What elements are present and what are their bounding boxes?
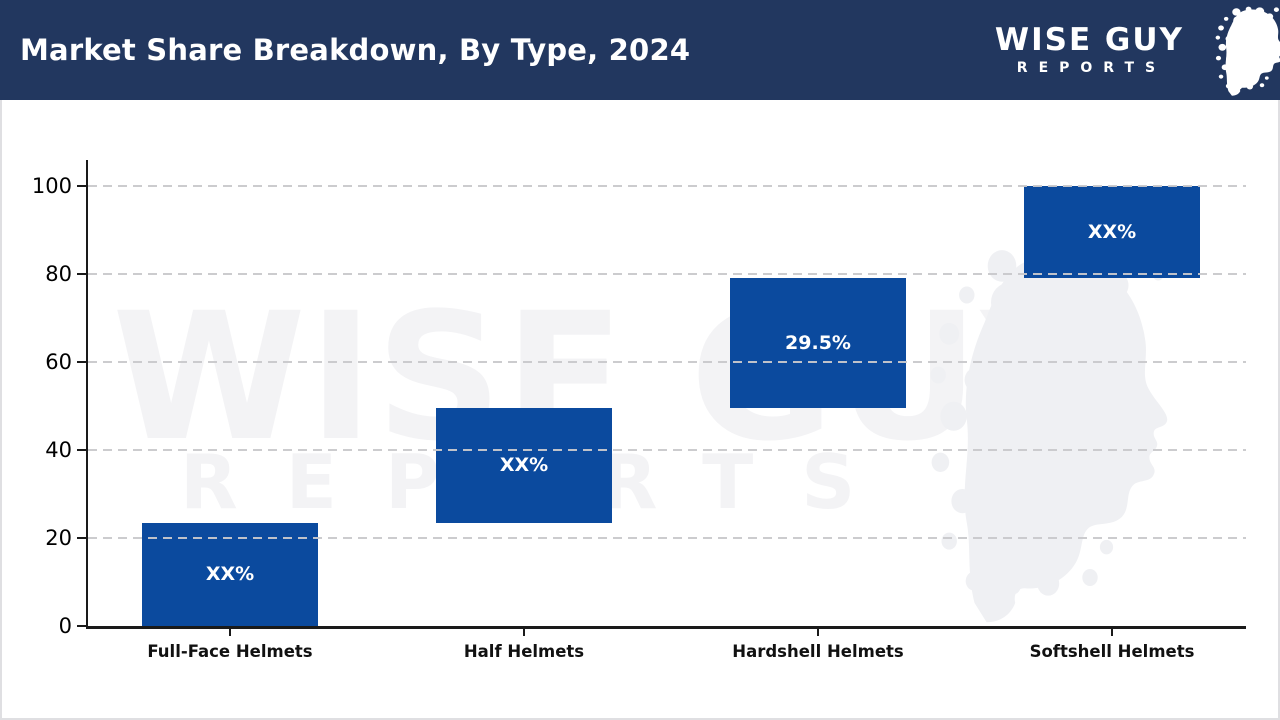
header-bar: Market Share Breakdown, By Type, 2024 WI…: [0, 0, 1280, 100]
x-label-full-face-helmets: Full-Face Helmets: [147, 642, 313, 661]
bar-value-label: 29.5%: [785, 332, 851, 355]
logo-text: WISE GUY REPORTS: [994, 22, 1184, 76]
y-tick-label: 100: [31, 174, 72, 198]
bar-full-face-helmets: [142, 522, 318, 626]
y-axis-line: [86, 160, 88, 629]
wiseguy-face-icon: [1198, 4, 1280, 98]
y-tick-label: 0: [58, 614, 72, 638]
y-tick-20: [77, 537, 86, 539]
bar-softshell-helmets: [1024, 186, 1200, 279]
y-tick-100: [77, 185, 86, 187]
y-tick-label: 40: [45, 438, 72, 462]
x-tick-full-face-helmets: [229, 628, 231, 636]
x-label-softshell-helmets: Softshell Helmets: [1029, 642, 1195, 661]
x-axis-line: [86, 626, 1246, 629]
y-tick-label: 20: [45, 526, 72, 550]
bar-value-label: XX%: [1087, 221, 1137, 244]
logo-subtitle: REPORTS: [1016, 60, 1167, 76]
y-tick-label: 80: [45, 262, 72, 286]
x-label-hardshell-helmets: Hardshell Helmets: [732, 642, 904, 661]
x-tick-half-helmets: [523, 628, 525, 636]
gridline-100: [88, 185, 1246, 187]
watermark-face-icon: [870, 232, 1200, 632]
bar-hardshell-helmets: [730, 278, 906, 409]
y-tick-label: 60: [45, 350, 72, 374]
gridline-60: [88, 361, 1246, 363]
y-tick-80: [77, 273, 86, 275]
y-tick-0: [77, 625, 86, 627]
wiseguy-logo: WISE GUY REPORTS: [995, 0, 1184, 100]
logo-wordmark: WISE GUY: [994, 22, 1184, 58]
gridline-80: [88, 273, 1246, 275]
x-tick-softshell-helmets: [1111, 628, 1113, 636]
y-tick-40: [77, 449, 86, 451]
gridline-40: [88, 449, 1246, 451]
page-title: Market Share Breakdown, By Type, 2024: [20, 33, 691, 67]
x-label-half-helmets: Half Helmets: [463, 642, 585, 661]
gridline-20: [88, 537, 1246, 539]
x-tick-hardshell-helmets: [817, 628, 819, 636]
bar-value-label: XX%: [499, 454, 549, 477]
y-tick-60: [77, 361, 86, 363]
bar-value-label: XX%: [205, 563, 255, 586]
bar-half-helmets: [436, 408, 612, 523]
